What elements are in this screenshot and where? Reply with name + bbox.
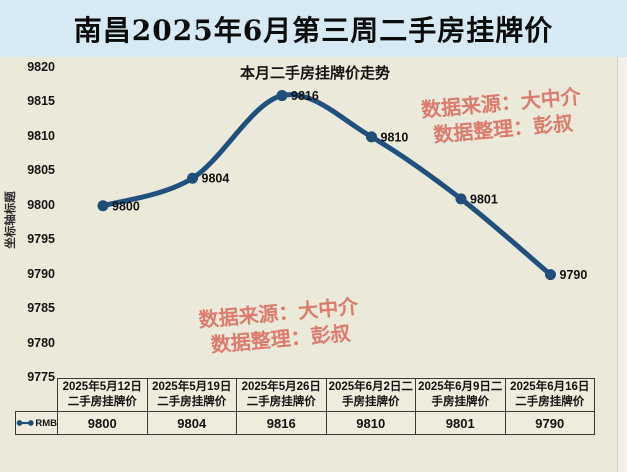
chart-title: 本月二手房挂牌价走势 [239,65,390,82]
legend-label: RMB [35,417,57,429]
data-point-marker [545,269,556,281]
data-point-label: 9810 [381,130,409,144]
data-table-value-row: 9800 9804 9816 9810 9801 9790 [57,411,595,435]
table-value-cell: 9816 [237,412,327,434]
data-point-marker [276,90,288,102]
y-tick-label: 9795 [27,232,55,247]
data-point-label: 9790 [560,268,588,282]
data-point-marker [455,193,467,205]
data-point-marker [97,200,109,212]
y-tick-label: 9815 [27,94,55,109]
y-tick-label: 9800 [27,197,55,212]
table-header-cell: 2025年5月12日二手房挂牌价 [58,379,148,411]
y-tick-label: 9775 [27,370,55,384]
page-title: 南昌2025年6月第三周二手房挂牌价 [73,13,554,47]
data-point-label: 9800 [112,199,140,213]
legend-line-marker-icon [16,420,34,426]
legend-cell: RMB [15,411,58,435]
table-header-cell: 2025年6月16日二手房挂牌价 [510,380,590,408]
table-header-cell: 2025年6月2日二手房挂牌价 [327,379,416,411]
right-edge-strip [617,57,627,472]
title-band: 南昌2025年6月第三周二手房挂牌价 [0,0,627,57]
y-tick-label: 9785 [27,301,55,316]
data-table-header-row: 2025年5月12日二手房挂牌价 2025年5月19日二手房挂牌价 2025年5月2… [57,378,595,412]
y-tick-label: 9780 [27,335,55,350]
data-point-marker [187,172,198,184]
table-value-cell: 9800 [58,412,148,434]
table-value-cell: 9790 [535,415,565,431]
y-tick-label: 9805 [27,163,55,178]
y-tick-label: 9810 [27,128,55,143]
table-header-cell: 2025年5月19日二手房挂牌价 [148,379,237,411]
y-tick-label: 9820 [27,60,55,74]
data-point-label: 9801 [470,192,498,206]
table-value-cell: 9801 [416,412,506,434]
data-point-label: 9804 [202,172,230,186]
table-value-cell: 9804 [148,412,237,434]
table-header-cell: 2025年5月26日二手房挂牌价 [237,379,327,411]
data-point-label: 9816 [291,89,319,103]
y-tick-label: 9790 [27,266,55,281]
data-point-marker [366,131,377,143]
line-chart-plot: 9800 9804 9816 9810 9801 9790 [97,89,588,282]
table-value-cell: 9810 [327,412,416,434]
table-header-cell: 2025年6月9日二手房挂牌价 [416,379,506,411]
